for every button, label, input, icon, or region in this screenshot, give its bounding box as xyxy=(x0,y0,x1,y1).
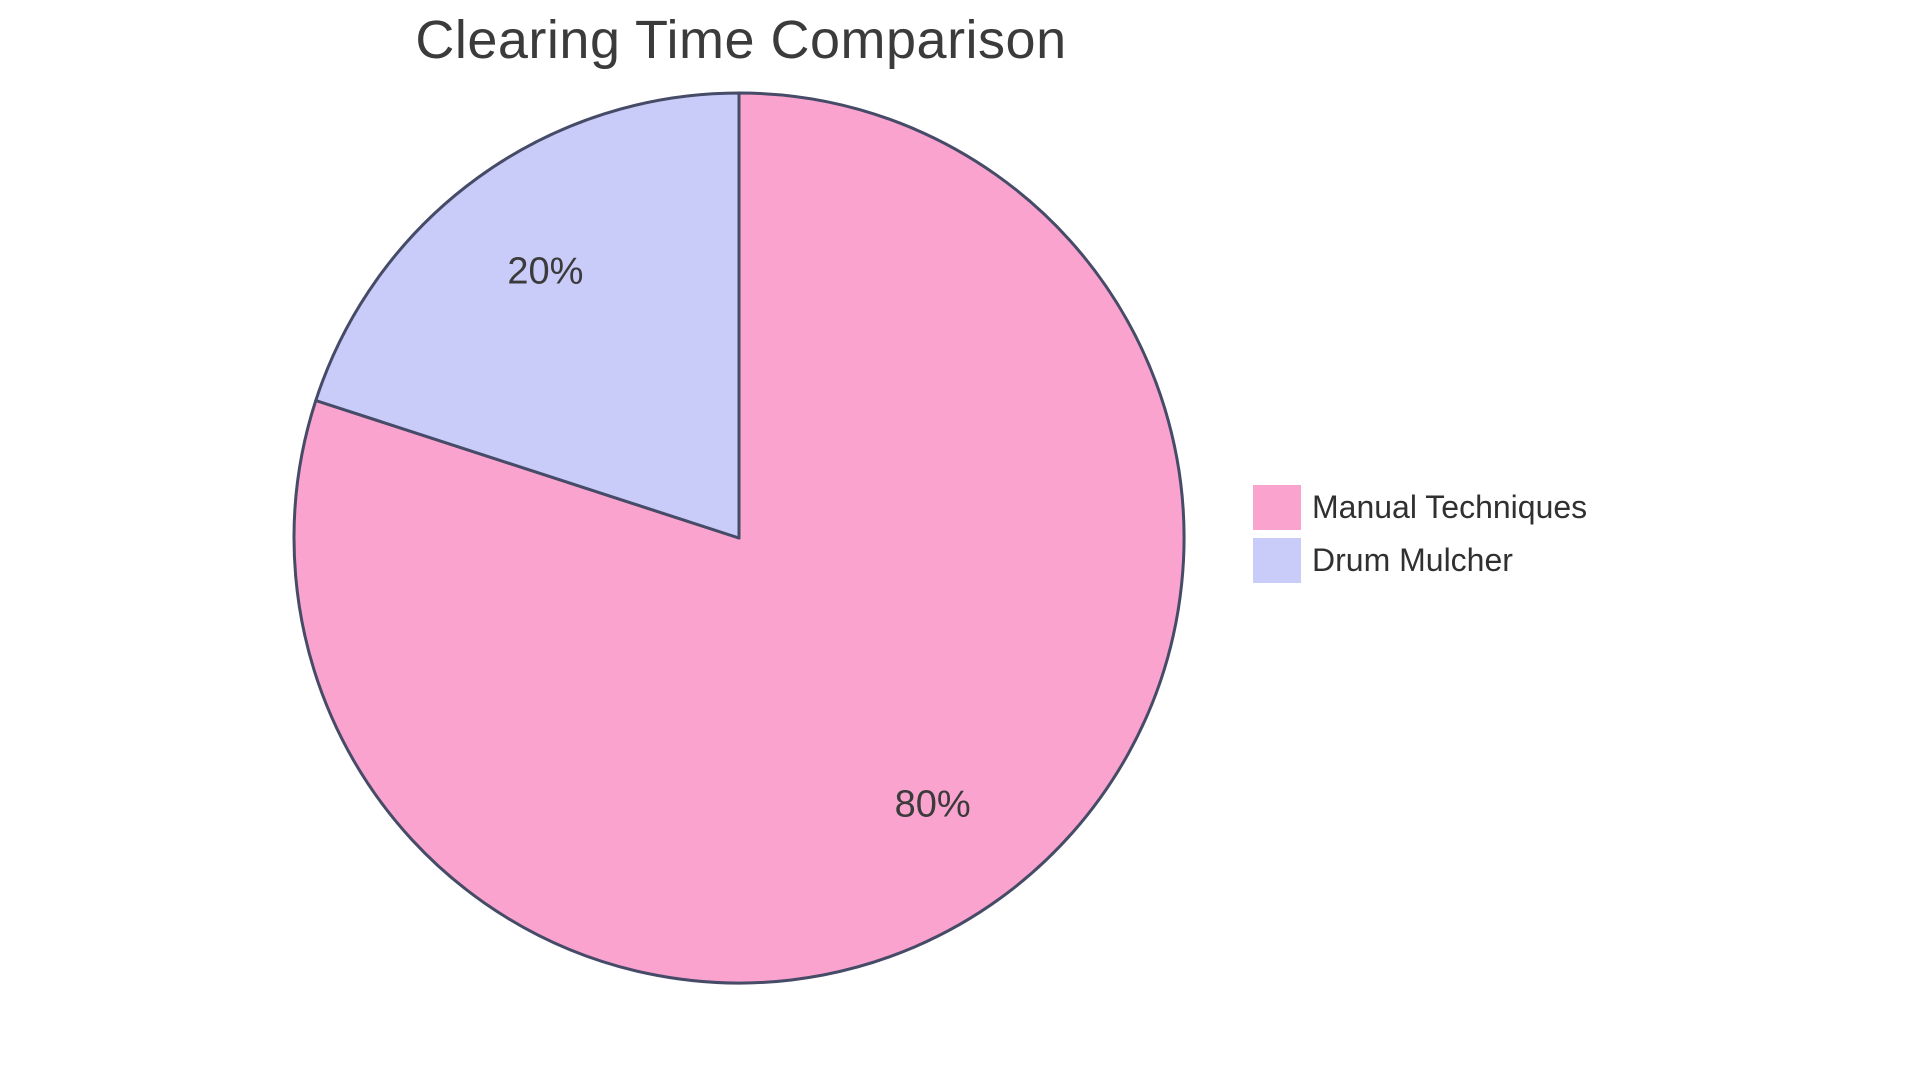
chart-title: Clearing Time Comparison xyxy=(415,10,1067,70)
legend-label-drum-mulcher: Drum Mulcher xyxy=(1312,542,1513,578)
pie-slice-drum-mulcher[interactable] xyxy=(314,91,741,540)
legend-label-manual-techniques: Manual Techniques xyxy=(1312,489,1588,525)
legend-swatch-drum-mulcher xyxy=(1253,538,1301,583)
chart-legend: Manual Techniques Drum Mulcher xyxy=(1253,485,1587,583)
pie-percent-label-drum-mulcher: 20% xyxy=(507,251,583,293)
legend-swatch-manual-techniques xyxy=(1253,485,1301,530)
pie-percent-label-manual-techniques: 80% xyxy=(895,783,971,825)
legend-item-drum-mulcher[interactable]: Drum Mulcher xyxy=(1253,538,1587,583)
legend-item-manual-techniques[interactable]: Manual Techniques xyxy=(1253,485,1587,530)
